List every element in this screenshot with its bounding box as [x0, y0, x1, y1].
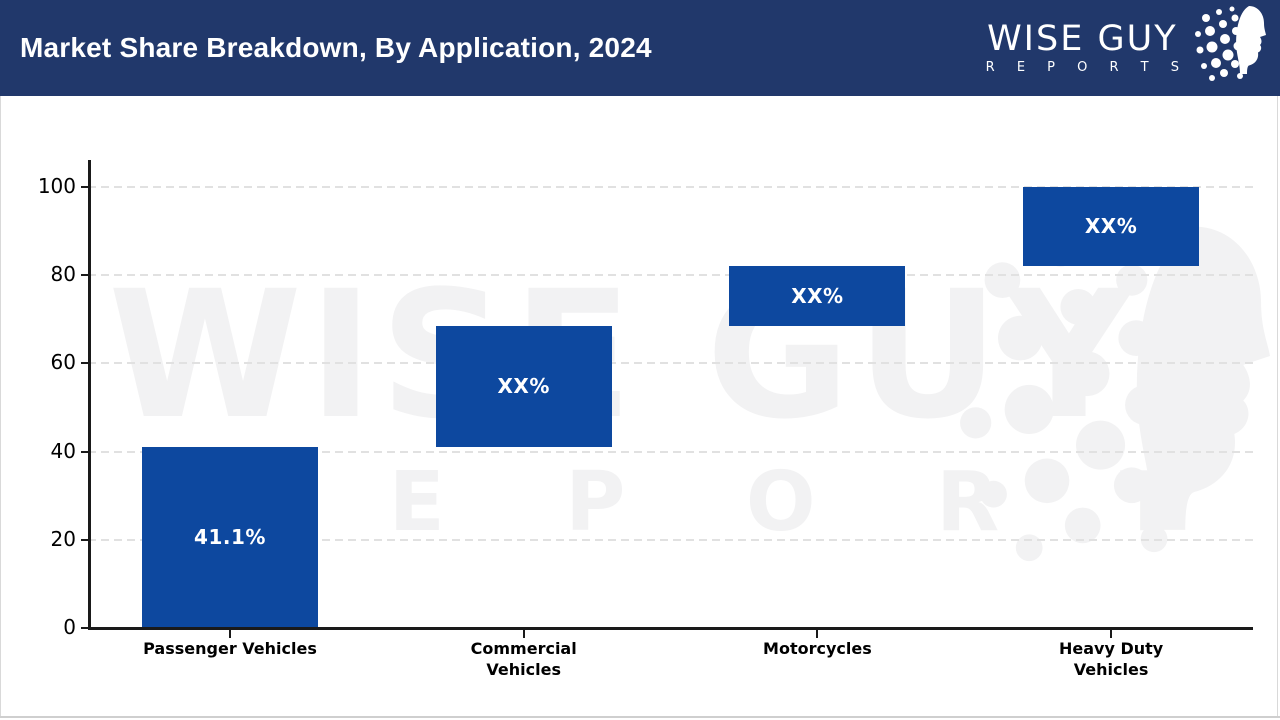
- bar: XX%: [1023, 187, 1200, 266]
- bottom-rule: [0, 716, 1280, 718]
- x-tick-mark: [522, 629, 525, 638]
- bar: 41.1%: [142, 446, 318, 628]
- bar-value-label: XX%: [1084, 214, 1138, 239]
- header-band: Market Share Breakdown, By Application, …: [0, 0, 1280, 96]
- y-tick-label: 80: [50, 262, 76, 287]
- y-tick-label: 100: [37, 174, 76, 198]
- x-category-label: Commercial Vehicles: [470, 639, 577, 679]
- y-tick-label: 20: [50, 526, 76, 551]
- x-category-label: Passenger Vehicles: [143, 639, 317, 658]
- x-category-label: Motorcycles: [763, 639, 872, 658]
- gridline: [88, 274, 1253, 277]
- logo-wordmark: WISE GUY: [987, 18, 1178, 59]
- y-tick-mark: [81, 186, 88, 188]
- wise-guy-logo: WISE GUY R E P O R T S: [977, 4, 1266, 92]
- x-tick-mark: [229, 629, 231, 638]
- logo-subtext: R E P O R T S: [985, 59, 1188, 75]
- x-axis-line: [88, 627, 1253, 630]
- x-tick-mark: [816, 629, 819, 638]
- bar: XX%: [729, 265, 906, 326]
- y-tick-label: 60: [50, 350, 76, 375]
- y-tick-label: 40: [50, 438, 76, 463]
- logo-text: WISE GUY R E P O R T S: [977, 18, 1188, 75]
- gridline: [88, 362, 1253, 365]
- watermark-face-icon: [940, 210, 1270, 604]
- bar-value-label: XX%: [497, 374, 550, 399]
- bar-value-label: XX%: [791, 283, 844, 308]
- right-frame-edge: [1277, 96, 1278, 718]
- y-tick-mark: [81, 362, 88, 365]
- chart-title: Market Share Breakdown, By Application, …: [20, 32, 652, 63]
- y-tick-mark: [81, 538, 88, 541]
- bar-value-label: 41.1%: [194, 525, 266, 550]
- x-tick-mark: [1110, 629, 1113, 638]
- y-tick-mark: [81, 450, 88, 453]
- y-tick-mark: [81, 274, 88, 277]
- dotted-head-profile-icon: [1192, 4, 1266, 92]
- x-category-label: Heavy Duty Vehicles: [1058, 639, 1164, 679]
- y-tick-mark: [81, 627, 88, 629]
- gridline: [88, 538, 1253, 541]
- bar: XX%: [435, 325, 612, 447]
- gridline: [88, 450, 1253, 453]
- left-frame-edge: [0, 96, 1, 718]
- y-tick-label: 0: [63, 615, 76, 639]
- y-axis-line: [88, 160, 91, 630]
- gridline: [88, 186, 1253, 188]
- watermark-subtext: R E P O R T S: [205, 455, 1280, 550]
